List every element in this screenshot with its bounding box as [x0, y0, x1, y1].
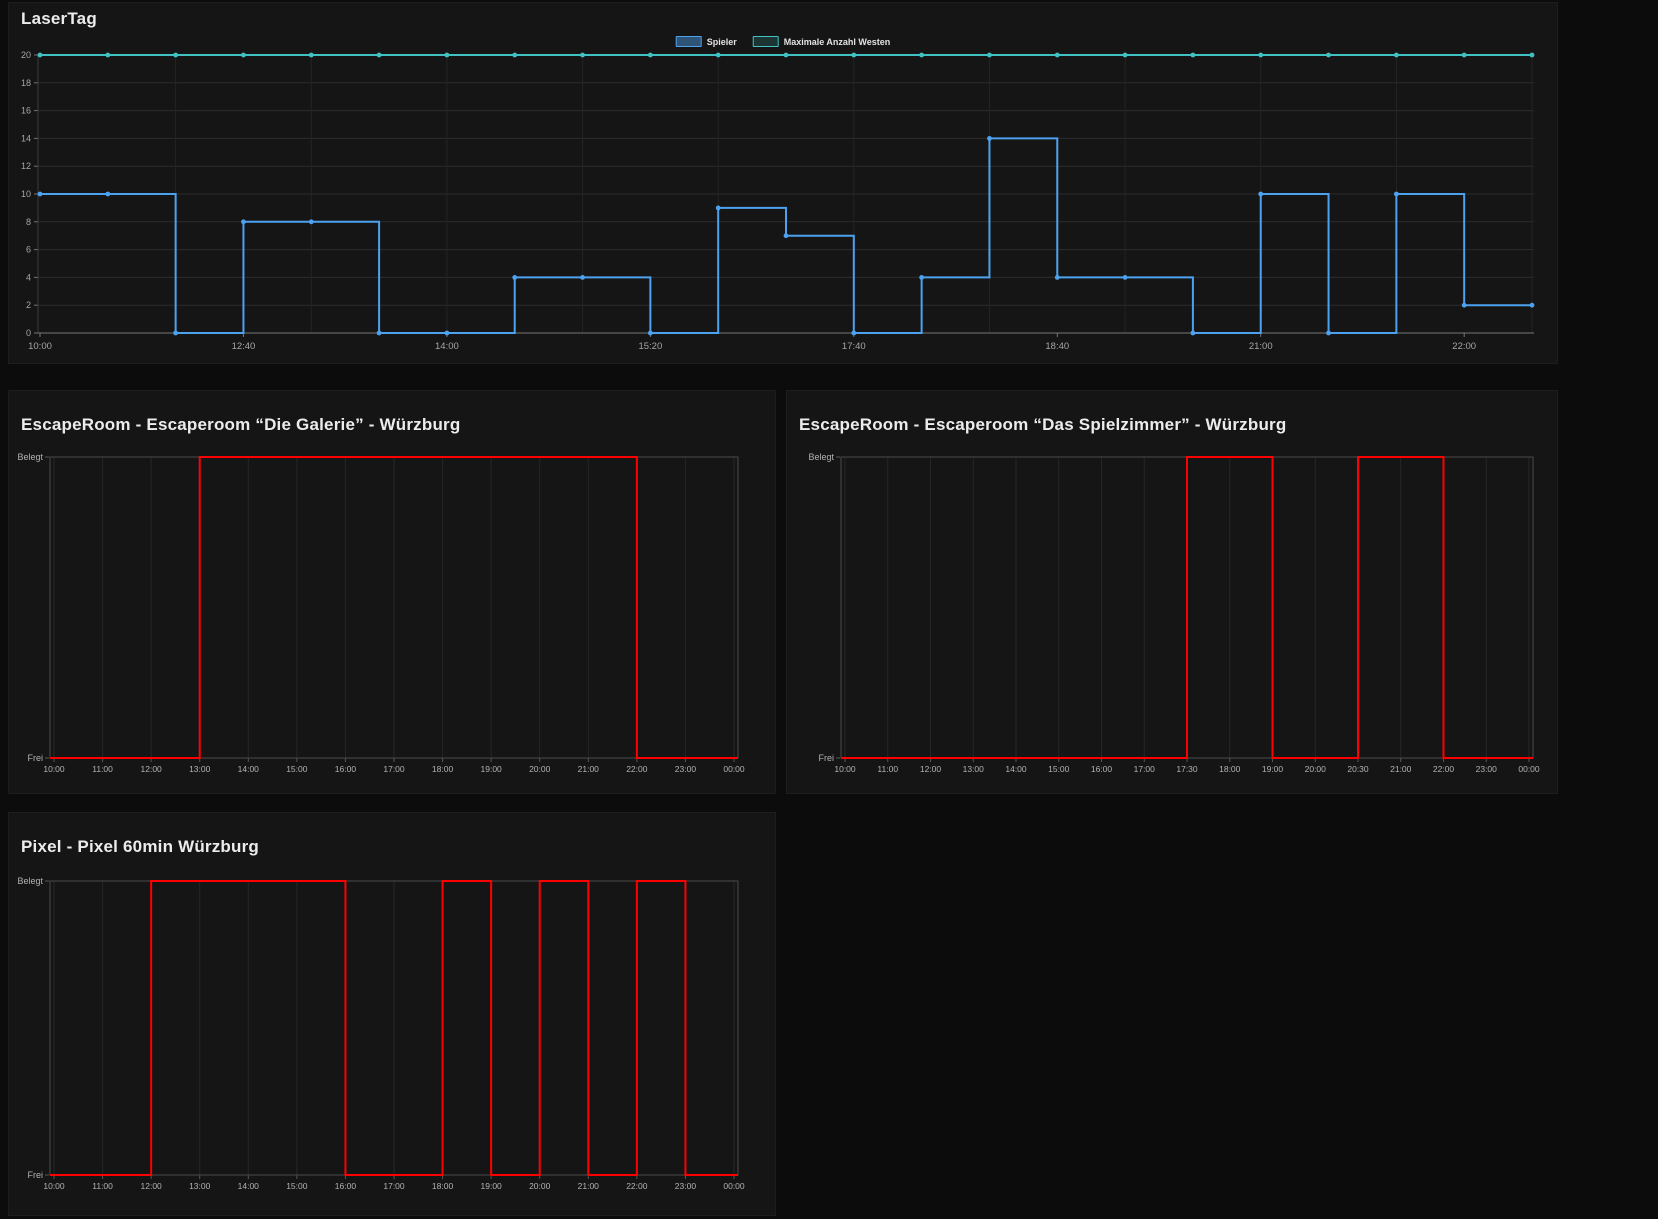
svg-text:18: 18 [21, 78, 31, 88]
panel-title-das-spielzimmer: EscapeRoom - Escaperoom “Das Spielzimmer… [799, 415, 1287, 434]
svg-text:17:40: 17:40 [842, 341, 866, 352]
svg-text:Belegt: Belegt [17, 452, 43, 462]
svg-text:13:00: 13:00 [189, 764, 211, 774]
svg-text:12:00: 12:00 [141, 764, 163, 774]
svg-text:11:00: 11:00 [92, 764, 113, 774]
svg-text:6: 6 [26, 245, 31, 255]
legend-label-maximale-anzahl-westen: Maximale Anzahl Westen [783, 36, 891, 47]
svg-text:20: 20 [21, 50, 31, 60]
svg-text:Belegt: Belegt [17, 876, 43, 886]
svg-text:22:00: 22:00 [1452, 341, 1476, 352]
svg-text:17:00: 17:00 [383, 1181, 405, 1191]
panel-escaperoom-das-spielzimmer: EscapeRoom - Escaperoom “Das Spielzimmer… [786, 390, 1558, 794]
svg-text:18:00: 18:00 [432, 764, 454, 774]
svg-text:20:00: 20:00 [529, 1181, 551, 1191]
svg-text:20:00: 20:00 [529, 764, 551, 774]
svg-text:22:00: 22:00 [626, 764, 648, 774]
svg-text:13:00: 13:00 [963, 764, 985, 774]
svg-text:00:00: 00:00 [723, 764, 745, 774]
svg-text:00:00: 00:00 [1518, 764, 1540, 774]
svg-text:12:00: 12:00 [141, 1181, 163, 1191]
die-galerie-chart: 10:00 11:00 12:00 13:00 14:00 15:00 16:00 17:00… [17, 452, 745, 774]
svg-text:21:00: 21:00 [578, 1181, 600, 1191]
svg-text:14:00: 14:00 [1005, 764, 1027, 774]
svg-text:14:00: 14:00 [238, 1181, 260, 1191]
panel-title-die-galerie: EscapeRoom - Escaperoom “Die Galerie” - … [21, 415, 461, 434]
svg-text:20:30: 20:30 [1347, 764, 1369, 774]
svg-text:16:00: 16:00 [335, 764, 357, 774]
svg-text:4: 4 [26, 272, 31, 282]
svg-text:22:00: 22:00 [1433, 764, 1455, 774]
legend-swatch-maximale-anzahl-westen [752, 36, 779, 47]
svg-text:15:00: 15:00 [286, 764, 308, 774]
svg-text:15:00: 15:00 [286, 1181, 308, 1191]
svg-text:16:00: 16:00 [1091, 764, 1113, 774]
svg-text:21:00: 21:00 [1390, 764, 1412, 774]
pixel-chart: 10:00 11:00 12:00 13:00 14:00 15:00 16:00 17:00… [17, 876, 745, 1191]
svg-text:10:00: 10:00 [43, 764, 65, 774]
panel-lasertag: LaserTag Spieler Maximale Anzahl Westen … [8, 2, 1558, 364]
legend-item-maximale-anzahl-westen[interactable]: Maximale Anzahl Westen [752, 36, 891, 47]
svg-text:13:00: 13:00 [189, 1181, 211, 1191]
legend-swatch-spieler [675, 36, 702, 47]
svg-text:10: 10 [21, 189, 31, 199]
svg-text:Frei: Frei [28, 1170, 44, 1180]
das-spielzimmer-chart: 10:00 11:00 12:00 13:00 14:00 15:00 16:00 17:00… [808, 452, 1540, 774]
svg-text:Frei: Frei [819, 753, 835, 763]
svg-text:21:00: 21:00 [1249, 341, 1273, 352]
svg-text:22:00: 22:00 [626, 1181, 648, 1191]
svg-text:00:00: 00:00 [723, 1181, 745, 1191]
svg-text:16: 16 [21, 106, 31, 116]
svg-text:18:00: 18:00 [432, 1181, 454, 1191]
svg-text:0: 0 [26, 328, 31, 338]
svg-text:23:00: 23:00 [1476, 764, 1498, 774]
svg-text:15:20: 15:20 [638, 341, 662, 352]
panel-title-pixel: Pixel - Pixel 60min Würzburg [21, 837, 259, 856]
svg-text:10:00: 10:00 [28, 341, 52, 352]
svg-text:15:00: 15:00 [1048, 764, 1070, 774]
panel-pixel: Pixel - Pixel 60min Würzburg 10:00 11:00 1… [8, 812, 776, 1216]
panel-title-lasertag: LaserTag [21, 9, 97, 28]
svg-text:2: 2 [26, 300, 31, 310]
svg-text:23:00: 23:00 [675, 764, 697, 774]
svg-text:8: 8 [26, 217, 31, 227]
svg-text:18:00: 18:00 [1219, 764, 1241, 774]
svg-text:14: 14 [21, 133, 31, 143]
svg-text:17:00: 17:00 [383, 764, 405, 774]
svg-text:23:00: 23:00 [675, 1181, 697, 1191]
svg-text:11:00: 11:00 [877, 764, 898, 774]
svg-text:Belegt: Belegt [808, 452, 834, 462]
legend-item-spieler[interactable]: Spieler [675, 36, 737, 47]
svg-text:17:00: 17:00 [1134, 764, 1156, 774]
svg-text:10:00: 10:00 [834, 764, 856, 774]
svg-text:18:40: 18:40 [1045, 341, 1069, 352]
svg-text:12: 12 [21, 161, 31, 171]
svg-text:14:00: 14:00 [435, 341, 459, 352]
svg-text:Frei: Frei [28, 753, 44, 763]
svg-text:11:00: 11:00 [92, 1181, 113, 1191]
svg-text:10:00: 10:00 [43, 1181, 65, 1191]
svg-text:14:00: 14:00 [238, 764, 260, 774]
svg-text:21:00: 21:00 [578, 764, 600, 774]
svg-text:20:00: 20:00 [1305, 764, 1327, 774]
svg-text:19:00: 19:00 [1262, 764, 1284, 774]
panel-escaperoom-die-galerie: EscapeRoom - Escaperoom “Die Galerie” - … [8, 390, 776, 794]
svg-text:16:00: 16:00 [335, 1181, 357, 1191]
chart-legend: Spieler Maximale Anzahl Westen [675, 36, 891, 47]
svg-text:17:30: 17:30 [1176, 764, 1198, 774]
legend-label-spieler: Spieler [706, 36, 737, 47]
svg-text:19:00: 19:00 [481, 764, 503, 774]
lasertag-chart: 0 2 4 6 8 10 12 14 16 18 20 10:00 12:40 14:00 15:20 17:… [21, 50, 1535, 352]
svg-text:12:00: 12:00 [920, 764, 942, 774]
svg-text:12:40: 12:40 [232, 341, 256, 352]
svg-text:19:00: 19:00 [481, 1181, 503, 1191]
